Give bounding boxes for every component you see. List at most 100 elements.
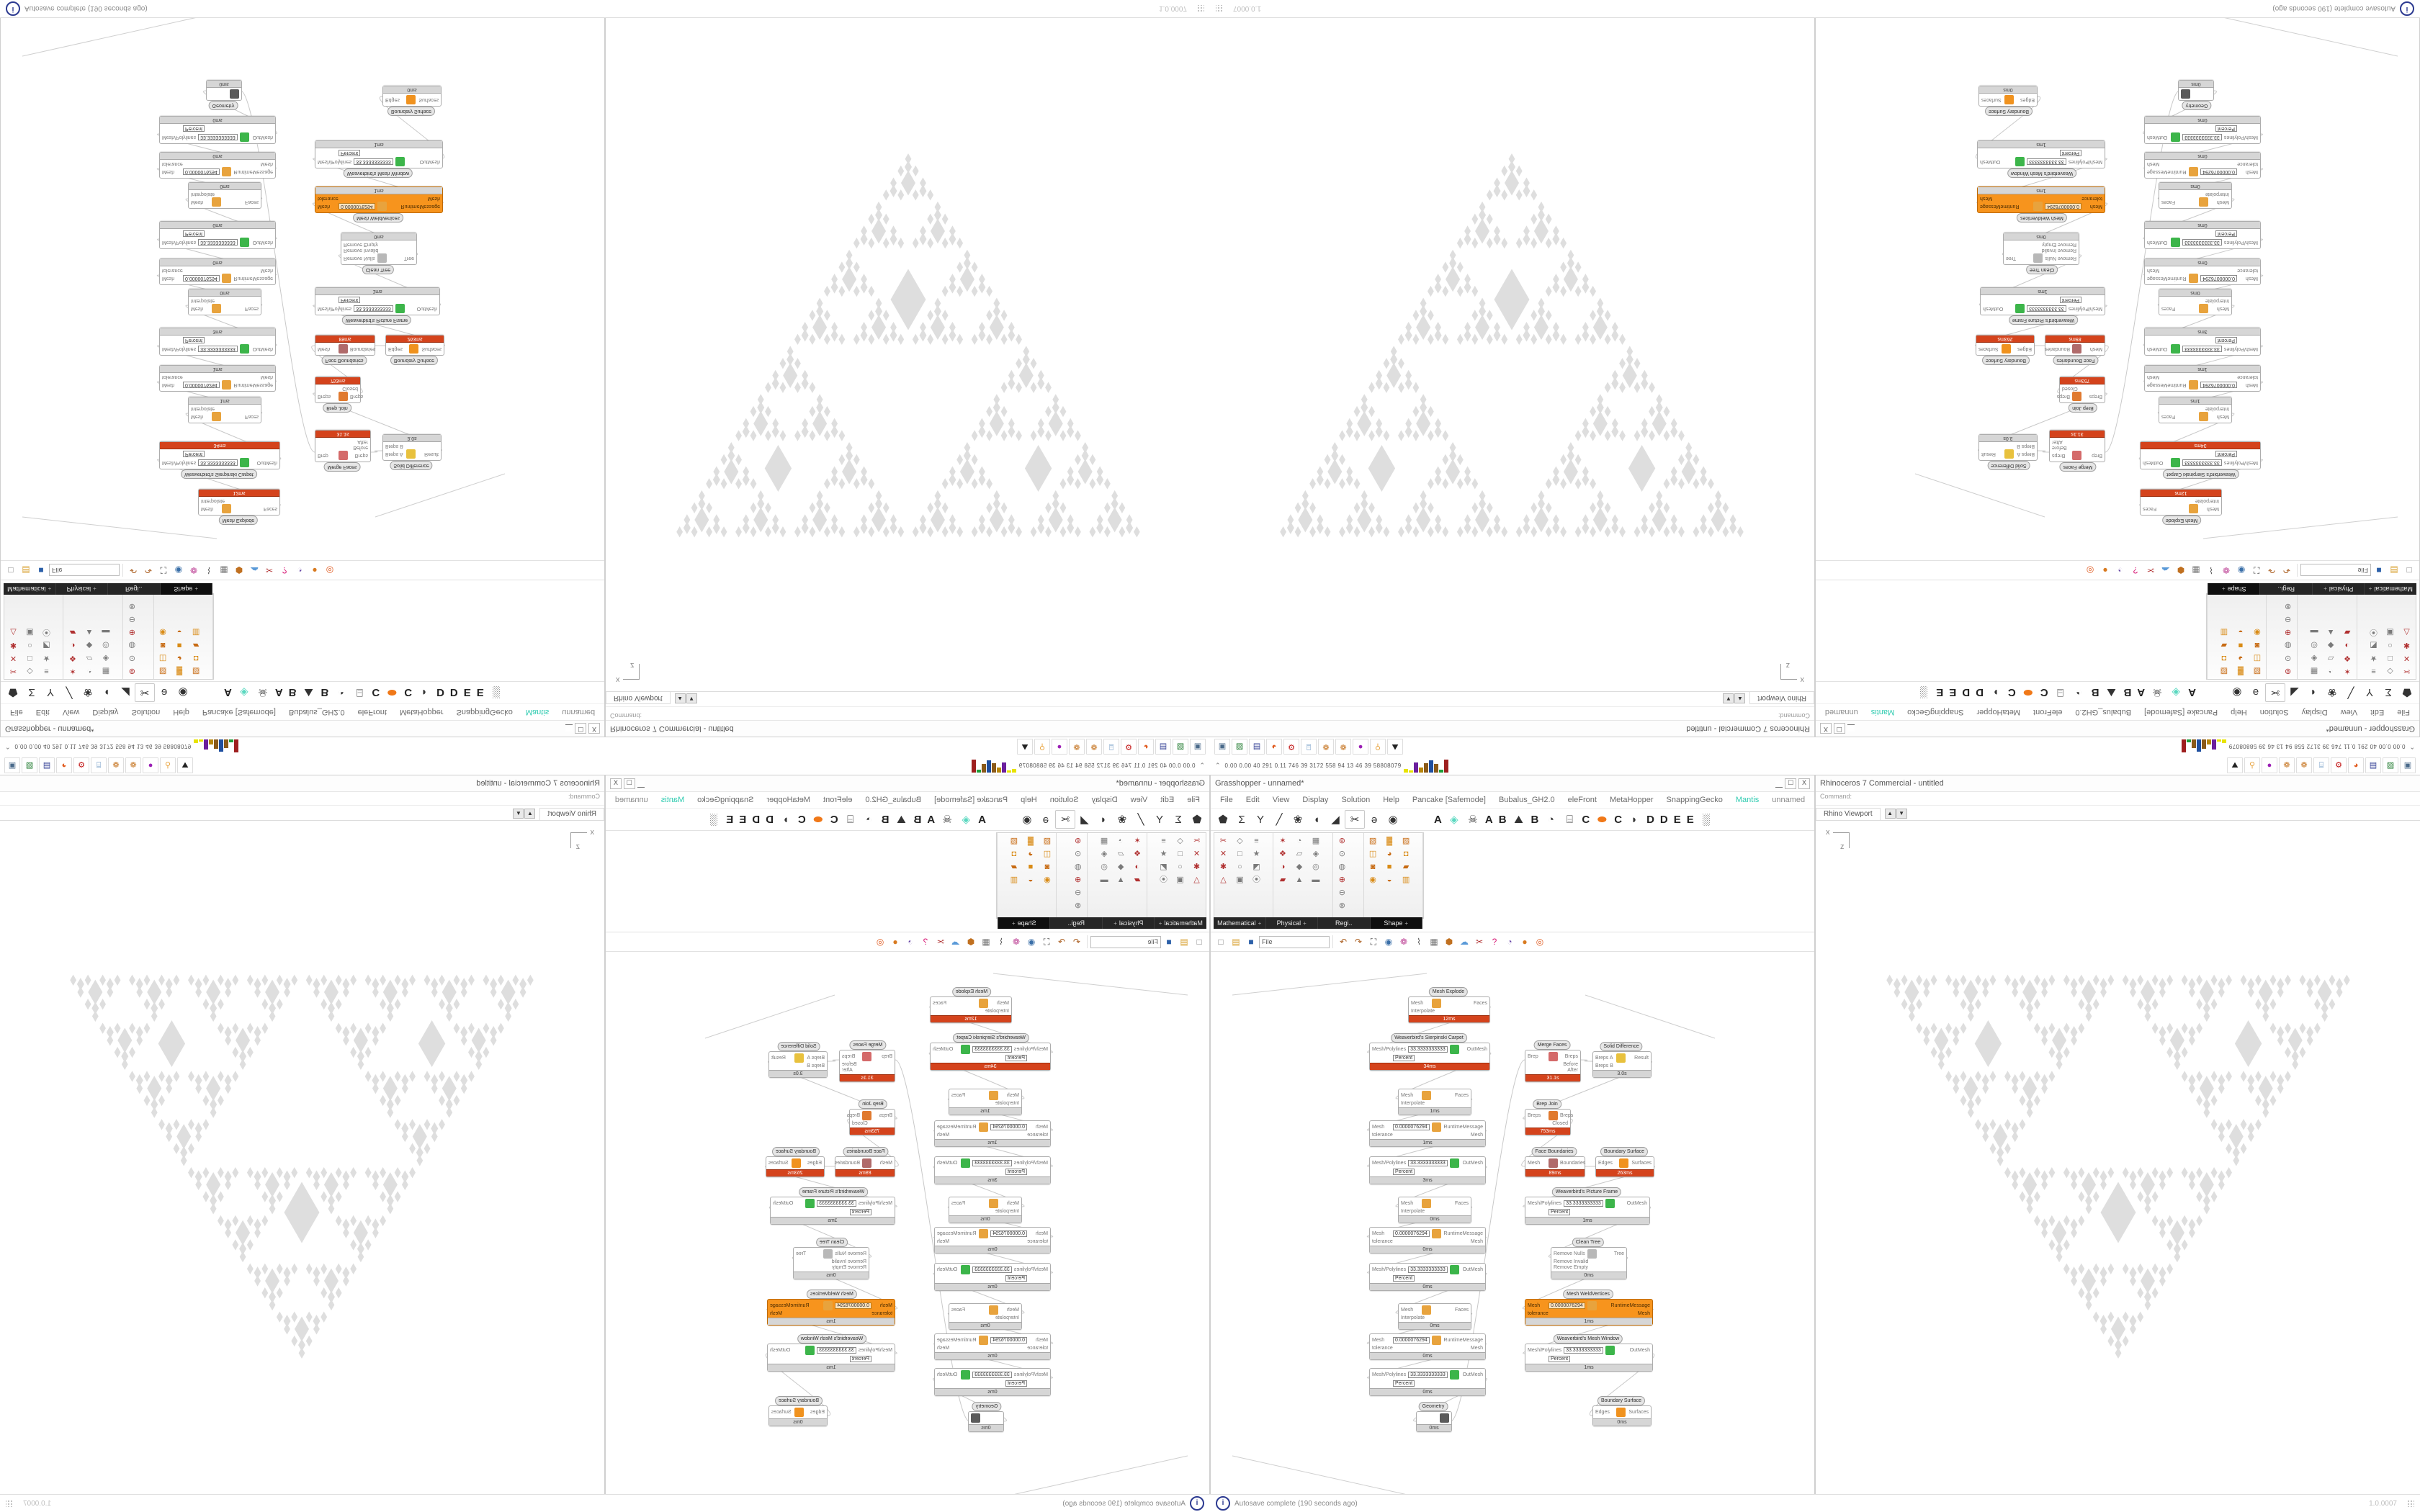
- menu-item-view[interactable]: View: [2340, 708, 2358, 716]
- grasshopper-menubar[interactable]: File Edit View Display Solution Help Pancake […: [1, 703, 604, 720]
- palette-tab-mathematical[interactable]: Mathematical +: [2364, 583, 2416, 595]
- gh-output-port[interactable]: Surfaces: [1978, 346, 1999, 351]
- toolstrip-globe-icon[interactable]: ◎: [2086, 565, 2094, 575]
- ribbon-tab-b-3[interactable]: B: [2123, 686, 2132, 699]
- gh-input-port[interactable]: Interpolate: [191, 406, 215, 411]
- gh-node[interactable]: Mesh Faces Interpolate 0ms: [2159, 182, 2232, 209]
- viewport-tab-label[interactable]: Rhino Viewport: [606, 692, 671, 704]
- gh-node[interactable]: Mesh Faces Interpolate 12ms: [198, 489, 280, 516]
- palette-icon-physical-8[interactable]: ◎: [1312, 862, 1319, 871]
- palette-icon-physical-8[interactable]: ◎: [1101, 862, 1108, 871]
- palette-group-mathematical[interactable]: ✂ ◇ ≡ ✕ □ ★ ✱ ○ ◩ △ ▣ ⦿: [1146, 833, 1206, 918]
- gh-node[interactable]: Mesh/Polylines 33.3333333333 OutMesh Percen…: [1525, 1344, 1653, 1372]
- ribbon-tab-a-2[interactable]: A: [1484, 813, 1493, 826]
- gh-param-value[interactable]: Percent: [183, 451, 205, 457]
- gh-input-port[interactable]: Remove Empty: [832, 1265, 866, 1270]
- gh-output-port[interactable]: Faces: [244, 414, 259, 419]
- gh-node[interactable]: Mesh 0.0000076294 RuntimeMessage tolerance M…: [1369, 1120, 1486, 1147]
- gh-node[interactable]: Mesh Faces Interpolate 0ms: [949, 1197, 1022, 1223]
- gh-node[interactable]: Edges Surfaces 263ms: [1595, 1156, 1654, 1177]
- node-layer[interactable]: Mesh Faces Interpolate 12ms Mesh Explode Mesh…: [1, 7, 604, 560]
- gh-output-port[interactable]: Boundaries: [350, 346, 376, 351]
- toolstrip-preview-eye-icon[interactable]: ◉: [2237, 565, 2246, 575]
- palette-icon-physical-2[interactable]: ▦: [1312, 836, 1320, 845]
- gh-input-port[interactable]: Remove Empty: [2042, 242, 2076, 247]
- palette-tab-shape[interactable]: Shape +: [998, 917, 1050, 929]
- palette-icon-physical-7[interactable]: ◆: [1117, 862, 1124, 871]
- palette-icon-mathematical-4[interactable]: □: [2388, 654, 2393, 663]
- gh-input-port[interactable]: Mesh: [162, 276, 175, 281]
- palette-icon-shape-3[interactable]: ◫: [158, 654, 167, 663]
- gh-node[interactable]: Mesh 0.0000076294 RuntimeMessage tolerance M…: [1977, 186, 2105, 213]
- gh-input-port[interactable]: Interpolate: [201, 498, 225, 503]
- gh-input-port[interactable]: Breps B: [1595, 1063, 1613, 1068]
- gh-input-port[interactable]: Mesh/Polylines: [1528, 1201, 1562, 1206]
- magnifier-orange-icon[interactable]: ⚲: [1370, 739, 1386, 755]
- document-name-field[interactable]: File: [1090, 935, 1161, 948]
- palette-icon-mathematical-10[interactable]: ▣: [26, 628, 34, 637]
- ribbon-tab-c-7[interactable]: C: [2007, 686, 2016, 699]
- palette-icon-shape-7[interactable]: ■: [1028, 862, 1034, 871]
- floppy-disk-icon[interactable]: ▤: [1155, 739, 1171, 755]
- gh-input-port[interactable]: Mesh: [1411, 1001, 1424, 1006]
- gh-input-port[interactable]: Edges: [388, 346, 403, 351]
- palette-icon-region-4[interactable]: ⊖: [1338, 888, 1345, 897]
- gh-node[interactable]: Edges Surfaces 0ms: [1592, 1405, 1652, 1426]
- menu-item-edit[interactable]: Edit: [35, 708, 50, 716]
- ribbon-tab-b-4[interactable]: B: [321, 686, 329, 699]
- component-palette[interactable]: ✂ ◇ ≡ ✕ □ ★ ✱ ○ ◩ △ ▣ ⦿ ✶ ◔ ▦ ❖ ▱ ◈ ◑ ◆ ◎ ▰ ▲ ▬ ⊚ ⊙ ◍ ⊕ ⊖ ⊗ ▧ ▓ ▨ ◫ ◕ ◘ ◙ ■ ▰ ◉…: [1214, 832, 1424, 919]
- palette-icon-physical-0[interactable]: ✶: [2344, 667, 2351, 676]
- viewport-tabbar[interactable]: Rhino Viewport ▲ ▼: [1210, 691, 1814, 706]
- ribbon-tab-c-7[interactable]: C: [404, 686, 413, 699]
- gh-input-port[interactable]: Mesh: [2245, 382, 2258, 387]
- gh-param-value[interactable]: Percent: [339, 297, 361, 303]
- gh-output-port[interactable]: Faces: [1454, 1308, 1469, 1313]
- ribbon-tab-b-4[interactable]: B: [881, 813, 889, 826]
- gh-output-port[interactable]: Mesh: [937, 1346, 950, 1351]
- gh-node[interactable]: Mesh/Polylines 33.3333333333 OutMesh Percen…: [315, 287, 440, 315]
- ribbon-tab-e-11[interactable]: E: [1936, 686, 1944, 699]
- gh-input-port[interactable]: Mesh/Polylines: [1013, 1267, 1048, 1272]
- gh-param-value[interactable]: Percent: [2215, 451, 2237, 457]
- gh-input-port[interactable]: Mesh/Polylines: [1372, 1047, 1407, 1052]
- ribbon-tab-b-3[interactable]: B: [913, 813, 922, 826]
- gh-param-value[interactable]: Percent: [2059, 297, 2081, 303]
- flame-icon[interactable]: ◕: [1138, 739, 1154, 755]
- gh-input-port[interactable]: Edges: [385, 97, 400, 102]
- gh-input-port[interactable]: tolerance: [1372, 1133, 1393, 1138]
- red-gear-icon[interactable]: ⚙: [73, 757, 89, 773]
- rhino-statusbar[interactable]: i Autosave complete (190 seconds ago) 1.…: [1210, 1494, 2420, 1512]
- grasshopper-menubar[interactable]: File Edit View Display Solution Help Pancake […: [1211, 792, 1814, 809]
- palette-icon-mathematical-5[interactable]: ★: [42, 654, 50, 663]
- viewport-nav-buttons[interactable]: ▲ ▼: [674, 693, 697, 703]
- resize-grip[interactable]: [6, 1500, 13, 1507]
- menu-item-bubalus-gh2-0[interactable]: Bubalus_GH2.0: [1498, 796, 1555, 804]
- palette-icon-physical-9[interactable]: ▰: [2344, 628, 2351, 637]
- palette-icon-mathematical-6[interactable]: ✱: [9, 641, 17, 650]
- palette-tab-mathematical[interactable]: Mathematical +: [4, 583, 56, 595]
- palette-icon-shape-8[interactable]: ▰: [2220, 641, 2228, 650]
- gh-node[interactable]: Mesh/Polylines 33.3333333333 OutMesh Percen…: [2144, 328, 2261, 356]
- palette-icon-mathematical-9[interactable]: △: [2403, 628, 2410, 637]
- ribbon-tab-a-0[interactable]: A: [224, 686, 232, 699]
- gh-output-port[interactable]: Result: [1634, 1056, 1649, 1061]
- ribbon-leaf-icon[interactable]: ◈: [1450, 813, 1458, 826]
- gh-node[interactable]: Mesh/Polylines 33.3333333333 OutMesh Percen…: [934, 1263, 1051, 1291]
- palette-icon-mathematical-2[interactable]: ≡: [44, 667, 49, 676]
- gh-node[interactable]: 0ms: [2178, 80, 2214, 101]
- gh-output-port[interactable]: Mesh: [2147, 374, 2160, 379]
- gh-input-port[interactable]: Mesh/Polylines: [858, 1348, 892, 1353]
- gh-output-port[interactable]: Breps: [1560, 1113, 1574, 1118]
- toolstrip-bake-icon[interactable]: ⬢: [2177, 565, 2185, 575]
- gh-param-value[interactable]: 33.3333333333: [1408, 1160, 1448, 1166]
- palette-icon-shape-1[interactable]: ▓: [1386, 836, 1393, 845]
- gh-param-value[interactable]: 33.3333333333: [1408, 1046, 1448, 1053]
- gh-input-port[interactable]: tolerance: [1027, 1346, 1048, 1351]
- palette-icon-shape-4[interactable]: ◕: [1386, 849, 1392, 858]
- gh-node[interactable]: Mesh/Polylines 33.3333333333 OutMesh Percen…: [159, 221, 276, 249]
- menu-item-pancake-safemode[interactable]: Pancake [Safemode]: [202, 708, 276, 716]
- gh-node[interactable]: Remove Nulls Tree Remove Invalid Remove Emp…: [793, 1247, 869, 1279]
- floppy-disk-icon[interactable]: ▤: [1249, 739, 1265, 755]
- palette-icon-region-4[interactable]: ⊖: [1075, 888, 1082, 897]
- close-icon[interactable]: X: [1820, 723, 1832, 734]
